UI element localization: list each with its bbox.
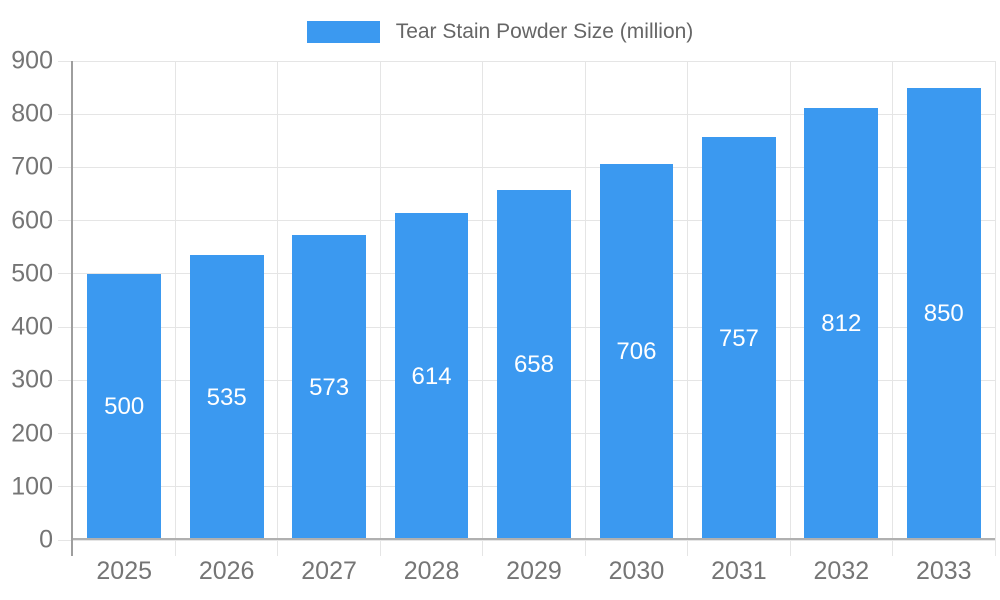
- y-axis-tick-label: 0: [39, 525, 53, 554]
- x-axis-tick-label: 2025: [96, 557, 153, 585]
- y-axis-tick-label: 400: [11, 312, 53, 341]
- bar-value-label: 573: [309, 373, 350, 401]
- bar: 812: [804, 107, 879, 540]
- x-gridline: [892, 61, 894, 556]
- x-axis-tick-label: 2032: [813, 557, 870, 585]
- x-gridline: [789, 61, 791, 556]
- y-gridline: [58, 113, 995, 115]
- y-gridline: [58, 166, 995, 168]
- plot-area: 0 100 200 300 400 500 600 700 800 900 500 2025 535 20…: [11, 48, 996, 585]
- y-axis-tick-label: 700: [11, 152, 53, 181]
- bar: 614: [394, 213, 469, 540]
- bar: 535: [189, 255, 264, 540]
- bar-value-label: 757: [718, 324, 759, 352]
- bar-value-label: 500: [104, 392, 145, 420]
- bar-value-label: 535: [206, 383, 247, 411]
- y-axis-tick-label: 800: [11, 99, 53, 128]
- legend-label: Tear Stain Powder Size (million): [395, 20, 694, 43]
- y-axis-tick-label: 500: [11, 259, 53, 288]
- bar-value-label: 658: [513, 350, 554, 378]
- bar: 658: [497, 189, 571, 540]
- x-gridline: [482, 61, 484, 556]
- x-gridline: [277, 61, 279, 556]
- y-gridline: [58, 60, 995, 62]
- x-axis-tick-label: 2029: [506, 557, 562, 585]
- legend-item[interactable]: Tear Stain Powder Size (million): [306, 20, 694, 44]
- bar: 850: [906, 87, 981, 540]
- legend: Tear Stain Powder Size (million): [0, 20, 1000, 44]
- bar: 500: [87, 273, 162, 540]
- bar: 706: [599, 164, 674, 540]
- x-gridline: [687, 61, 689, 556]
- x-axis-tick-label: 2033: [915, 557, 972, 585]
- x-axis-tick-label: 2027: [301, 557, 357, 585]
- bar-value-label: 850: [923, 299, 964, 327]
- y-axis-tick-label: 100: [11, 472, 53, 501]
- bar-value-label: 706: [616, 338, 657, 366]
- x-axis-tick-label: 2030: [608, 557, 665, 585]
- bar-value-label: 614: [411, 362, 452, 390]
- y-gridline: [58, 539, 995, 541]
- x-gridline: [584, 61, 586, 556]
- y-axis-line: [71, 61, 73, 556]
- bar: 757: [702, 137, 776, 540]
- x-gridline: [379, 61, 381, 556]
- bar: 573: [292, 235, 366, 540]
- y-axis-tick-label: 300: [11, 365, 53, 394]
- x-axis-tick-label: 2031: [711, 557, 767, 585]
- bar-value-label: 812: [821, 309, 862, 337]
- y-axis-tick-label: 600: [11, 206, 53, 235]
- legend-swatch-icon: [306, 21, 380, 43]
- x-axis-tick-label: 2026: [198, 557, 255, 585]
- x-axis-tick-label: 2028: [403, 557, 460, 585]
- y-axis-tick-label: 200: [11, 419, 53, 448]
- x-axis-line: [73, 538, 995, 540]
- y-axis-tick-label: 900: [11, 46, 53, 75]
- x-gridline: [994, 61, 996, 556]
- x-gridline: [174, 61, 176, 556]
